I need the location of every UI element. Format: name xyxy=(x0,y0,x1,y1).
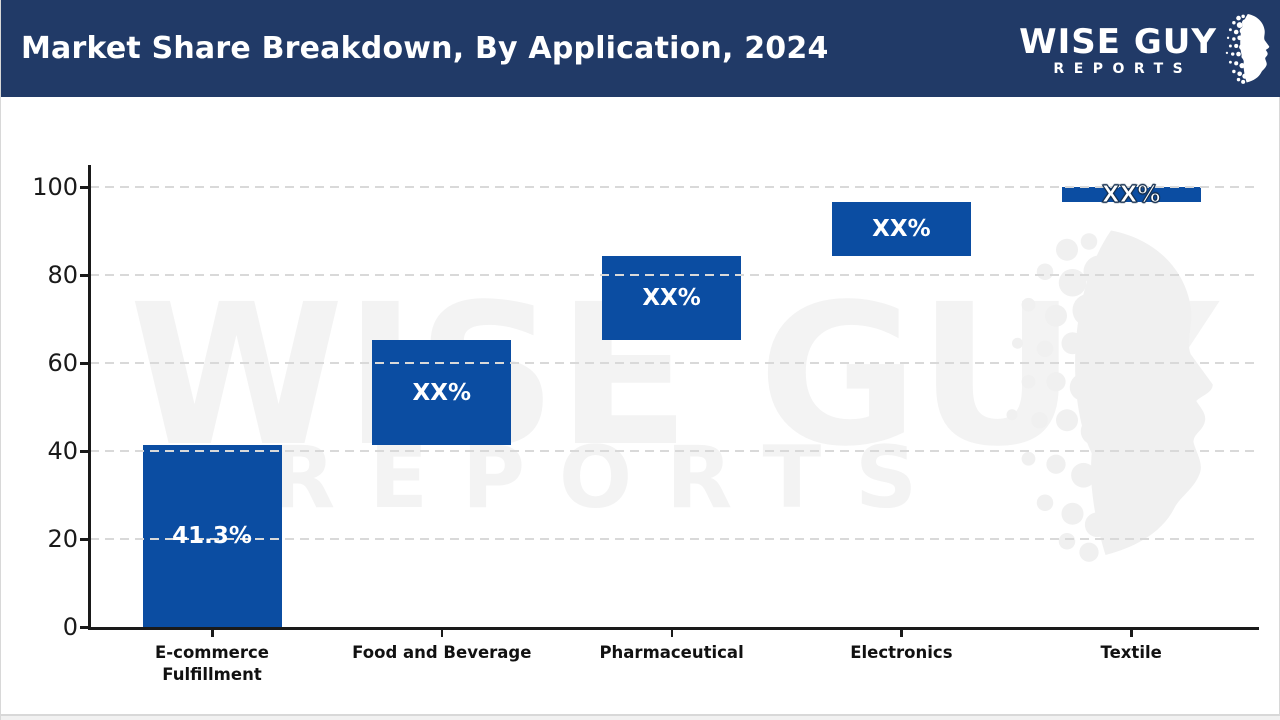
logo-face-icon xyxy=(1225,14,1270,84)
y-tick-mark-100 xyxy=(80,186,89,189)
x-axis-spine xyxy=(88,627,1259,630)
bar-2 xyxy=(372,340,512,446)
x-tick-mark-3 xyxy=(670,629,674,637)
bar-3 xyxy=(602,256,742,341)
watermark-subtext: REPORTS xyxy=(269,428,952,528)
gridline-40 xyxy=(90,450,1259,452)
x-category-label-line: Electronics xyxy=(850,643,953,662)
wiseguy-logo: WISE GUY REPORTS xyxy=(1019,6,1271,94)
x-category-label-line: Pharmaceutical xyxy=(599,643,744,662)
y-tick-label-40: 40 xyxy=(47,437,78,465)
x-category-label-line: Textile xyxy=(1100,643,1162,662)
x-tick-mark-1 xyxy=(211,629,214,637)
bar-label-5: XX% xyxy=(1101,181,1161,208)
x-category-label-4: Electronics xyxy=(850,642,952,664)
x-tick-mark-4 xyxy=(900,629,903,637)
gridline-80 xyxy=(90,274,1259,276)
x-category-label-2: Food and Beverage xyxy=(352,642,531,664)
bar-label-3: XX% xyxy=(642,285,701,312)
bar-1 xyxy=(142,445,282,627)
y-tick-mark-20 xyxy=(80,538,89,541)
gridline-100 xyxy=(90,186,1259,188)
bar-label-2: XX% xyxy=(412,379,472,406)
x-category-label-3: Pharmaceutical xyxy=(599,642,743,664)
y-tick-label-0: 0 xyxy=(62,613,78,641)
x-tick-mark-5 xyxy=(1130,629,1133,637)
y-tick-mark-40 xyxy=(80,450,89,453)
y-axis-spine xyxy=(88,165,91,629)
gridline-20 xyxy=(90,538,1259,540)
gridline-60 xyxy=(90,362,1259,364)
logo-text: WISE GUY REPORTS xyxy=(1019,24,1217,77)
y-tick-mark-60 xyxy=(80,362,89,365)
y-tick-label-60: 60 xyxy=(47,349,78,377)
x-category-label-line: E-commerce xyxy=(155,643,269,662)
y-tick-mark-0 xyxy=(80,626,89,629)
x-category-label-line: Fulfillment xyxy=(162,665,262,684)
header-bar: Market Share Breakdown, By Application, … xyxy=(1,0,1280,97)
logo-subtext: REPORTS xyxy=(1053,60,1193,77)
bar-5 xyxy=(1061,187,1201,203)
x-category-label-1: E-commerce Fulfillment xyxy=(155,642,269,686)
bottom-border-line xyxy=(1,714,1280,716)
bottom-border-strip xyxy=(1,716,1280,720)
bar-label-1: 41.3% xyxy=(172,523,252,550)
x-category-label-5: Textile xyxy=(1101,642,1162,664)
y-tick-label-100: 100 xyxy=(32,173,78,201)
x-category-label-line: Food and Beverage xyxy=(352,643,532,662)
y-tick-mark-80 xyxy=(80,274,89,277)
bar-4 xyxy=(831,202,971,257)
x-tick-mark-2 xyxy=(440,629,444,637)
y-tick-label-20: 20 xyxy=(47,525,78,553)
bar-label-4: XX% xyxy=(872,216,931,243)
y-tick-label-80: 80 xyxy=(47,261,78,289)
logo-wordmark: WISE GUY xyxy=(1019,21,1217,62)
chart-title: Market Share Breakdown, By Application, … xyxy=(21,31,829,66)
